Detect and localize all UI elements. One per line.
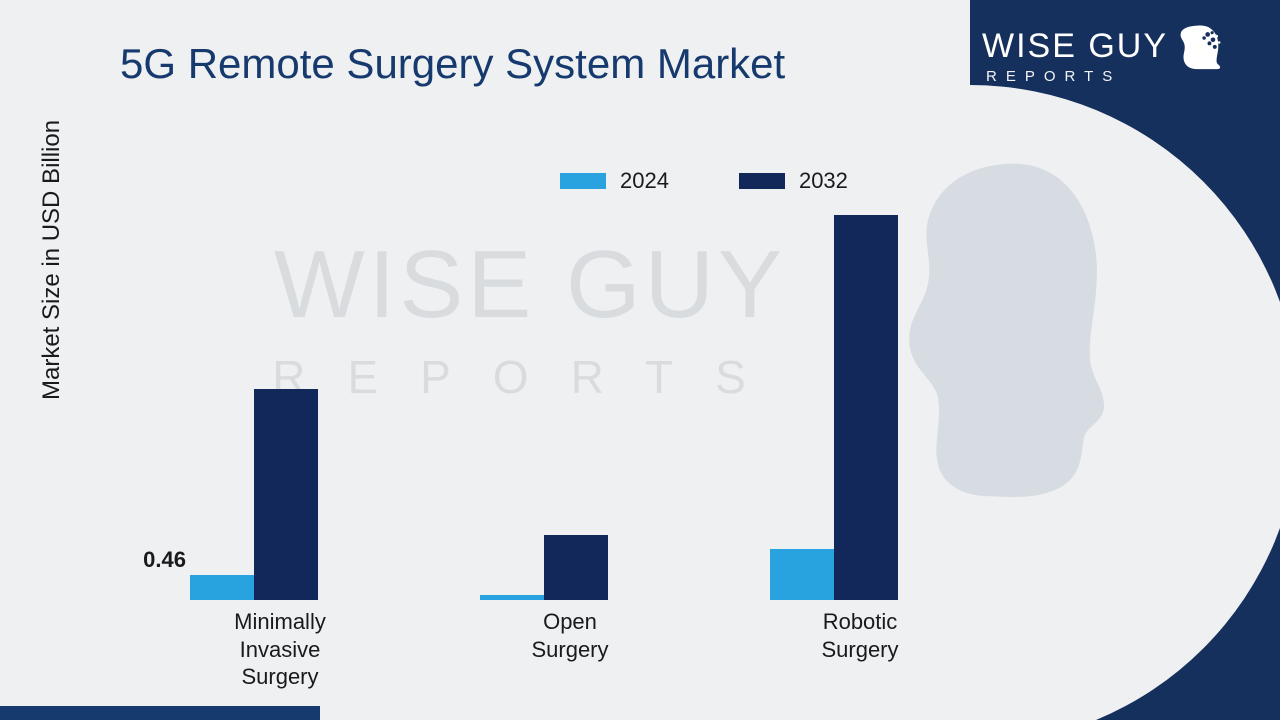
bottom-accent-bar [0,706,320,720]
legend: 2024 2032 [560,168,848,194]
brand-line1: WISE GUY [982,27,1168,66]
bar-2032 [834,215,898,600]
bar-2032 [254,389,318,600]
legend-item-2032: 2032 [739,168,848,194]
y-axis-label: Market Size in USD Billion [38,120,66,400]
legend-swatch-2024 [560,173,606,189]
bar-2024 [770,549,834,600]
bar-2032 [544,535,608,600]
chart-title: 5G Remote Surgery System Market [120,40,785,88]
category-label: OpenSurgery [460,600,680,663]
page: WISE GUY REPORTS WISE GUY REPORTS [0,0,1280,720]
legend-swatch-2032 [739,173,785,189]
brand-head-icon [1170,22,1224,70]
category-label: RoboticSurgery [750,600,970,663]
brand-logo: WISE GUY REPORTS [982,22,1262,92]
bar-2024 [190,575,254,600]
legend-item-2024: 2024 [560,168,669,194]
legend-label-2024: 2024 [620,168,669,194]
chart-plot-area: 0.46MinimallyInvasiveSurgeryOpenSurgeryR… [130,210,950,600]
bar-value-label: 0.46 [130,547,186,573]
legend-label-2032: 2032 [799,168,848,194]
category-label: MinimallyInvasiveSurgery [170,600,390,691]
brand-line2: REPORTS [986,68,1262,85]
